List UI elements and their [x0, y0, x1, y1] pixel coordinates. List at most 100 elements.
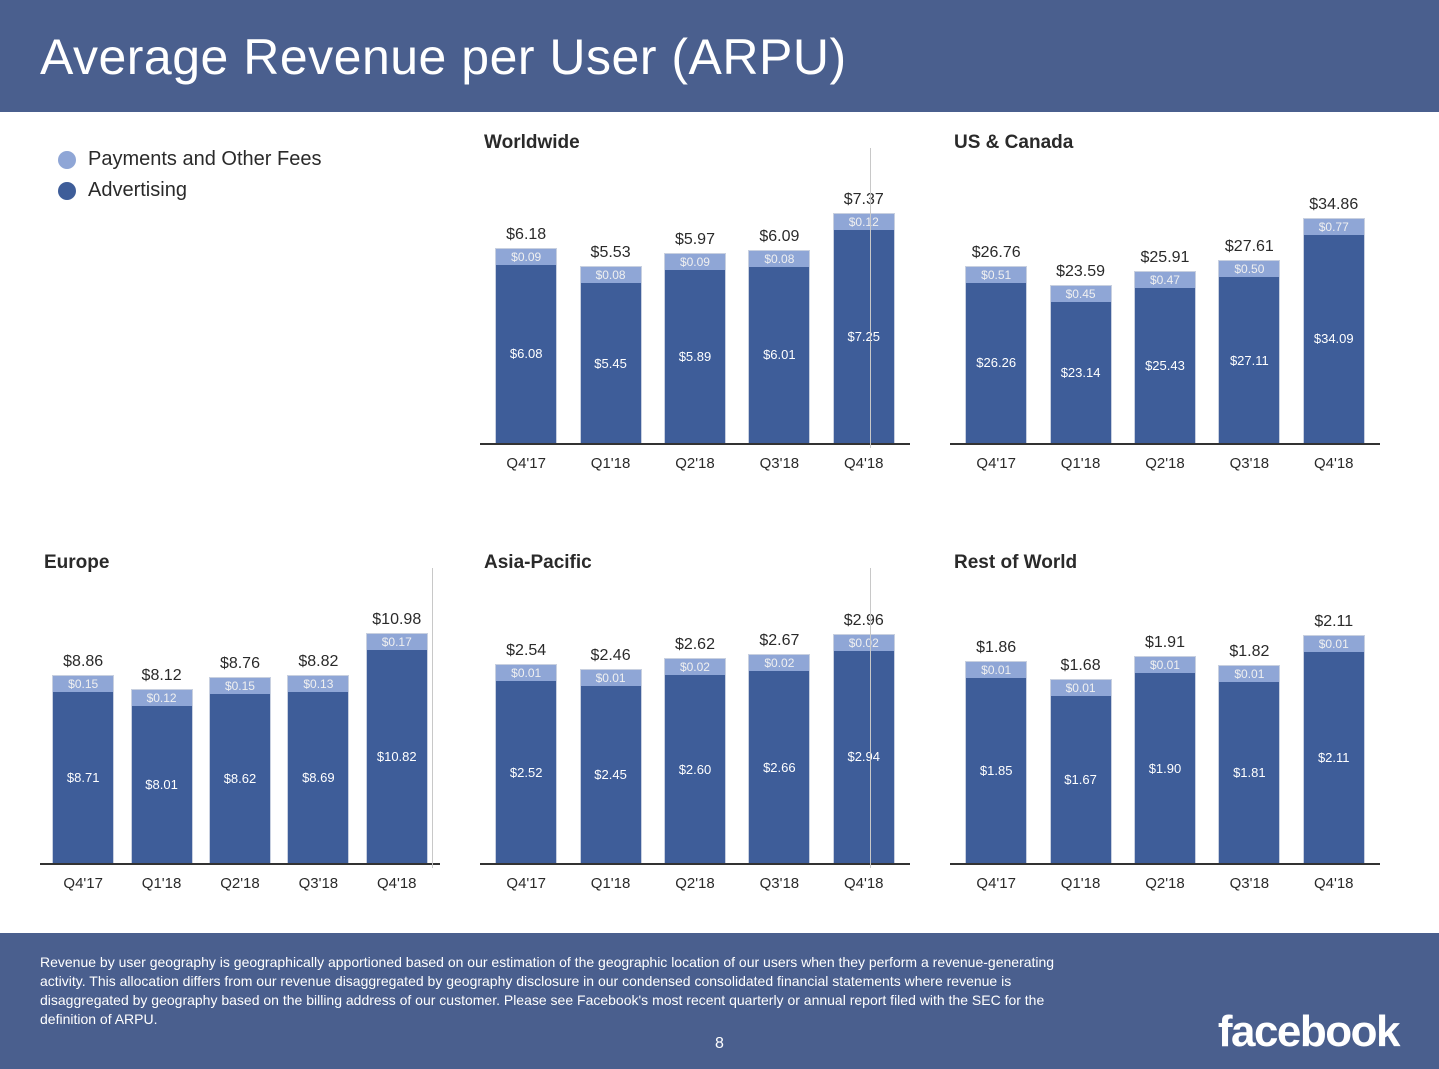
slide-content: Payments and Other FeesAdvertising World…: [0, 112, 1439, 882]
x-axis: Q4'17Q1'18Q2'18Q3'18Q4'18: [950, 445, 1380, 472]
x-axis-label: Q2'18: [1130, 455, 1200, 472]
bar-column: $26.76$26.26$0.51: [961, 244, 1031, 443]
bar-total-label: $8.82: [298, 653, 338, 671]
chart-europe: Europe$8.86$8.71$0.15$8.12$8.01$0.12$8.7…: [40, 552, 440, 892]
bar-column: $10.98$10.82$0.17: [362, 611, 432, 863]
chart-grid: Worldwide$6.18$6.08$0.09$5.53$5.45$0.08$…: [40, 132, 1380, 892]
bar-stack: $1.85$0.01: [965, 661, 1027, 863]
bar-total-label: $6.18: [506, 226, 546, 244]
segment-payments: $0.50: [1219, 261, 1279, 277]
bar-stack: $1.81$0.01: [1218, 665, 1280, 863]
bar-column: $2.46$2.45$0.01: [576, 647, 646, 863]
segment-advertising: $1.90: [1135, 673, 1195, 863]
segment-payments: $0.02: [834, 635, 894, 651]
bar-column: $5.97 $5.89$0.09: [660, 231, 730, 443]
segment-payments: $0.17: [367, 634, 427, 650]
bar-stack: $8.69$0.13: [287, 675, 349, 863]
bar-stack: $2.45$0.01: [580, 669, 642, 863]
x-axis-label: Q2'18: [660, 875, 730, 892]
x-axis: Q4'17Q1'18Q2'18Q3'18Q4'18: [950, 865, 1380, 892]
x-axis-label: Q4'17: [491, 875, 561, 892]
chart-title: Asia-Pacific: [484, 552, 910, 574]
bar-column: $8.86$8.71$0.15: [48, 653, 118, 863]
x-axis-label: Q3'18: [1214, 875, 1284, 892]
bar-total-label: $25.91: [1141, 249, 1190, 267]
bar-stack: $2.94$0.02: [833, 634, 895, 863]
bar-column: $6.09$6.01$0.08: [744, 228, 814, 443]
x-axis-label: Q1'18: [1046, 455, 1116, 472]
segment-advertising: $7.25: [834, 230, 894, 443]
bar-total-label: $10.98: [372, 611, 421, 629]
bar-total-label: $1.68: [1061, 657, 1101, 675]
bar-total-label: $1.91: [1145, 634, 1185, 652]
footnote-text: Revenue by user geography is geographica…: [40, 953, 1080, 1029]
segment-payments: $0.01: [496, 665, 556, 681]
segment-advertising: $2.60: [665, 675, 725, 863]
bar-column: $34.86$34.09$0.77: [1299, 196, 1369, 443]
bar-column: $27.61$27.11$0.50: [1214, 238, 1284, 443]
bar-column: $8.82 $8.69$0.13: [283, 653, 353, 863]
bar-stack: $2.66$0.02: [748, 654, 810, 863]
bar-stack: $2.52$0.01: [495, 664, 557, 863]
segment-advertising: $2.52: [496, 681, 556, 863]
x-axis-label: Q1'18: [576, 455, 646, 472]
bar-stack: $8.62$0.15: [209, 677, 271, 863]
segment-advertising: $8.69: [288, 692, 348, 863]
bar-stack: $1.67$0.01: [1050, 679, 1112, 863]
x-axis: Q4'17Q1'18Q2'18Q3'18Q4'18: [480, 445, 910, 472]
bar-total-label: $5.97: [675, 231, 715, 249]
x-axis-label: Q2'18: [660, 455, 730, 472]
bars-area: $26.76$26.26$0.51$23.59$23.14$0.45$25.91…: [950, 160, 1380, 445]
segment-advertising: $5.45: [581, 283, 641, 443]
x-axis-label: Q4'18: [1299, 455, 1369, 472]
segment-advertising: $5.89: [665, 270, 725, 443]
x-axis-label: Q4'17: [961, 455, 1031, 472]
segment-advertising: $1.81: [1219, 682, 1279, 863]
bar-column: $7.37$7.25$0.12: [829, 191, 899, 443]
segment-advertising: $23.14: [1051, 302, 1111, 443]
bar-stack: $5.45$0.08: [580, 266, 642, 443]
segment-payments: $0.01: [1135, 657, 1195, 673]
bar-column: $1.68 $1.67$0.01: [1046, 657, 1116, 863]
bar-stack: $2.11$0.01: [1303, 635, 1365, 863]
bar-column: $2.96$2.94$0.02: [829, 612, 899, 863]
segment-payments: $0.08: [581, 267, 641, 283]
segment-advertising: $6.01: [749, 267, 809, 443]
bar-column: $6.18$6.08$0.09: [491, 226, 561, 443]
bar-stack: $5.89$0.09: [664, 253, 726, 443]
page-number: 8: [40, 1035, 1399, 1053]
bar-column: $25.91$25.43$0.47: [1130, 249, 1200, 443]
bar-stack: $6.01$0.08: [748, 250, 810, 443]
segment-payments: $0.12: [834, 214, 894, 230]
x-axis-label: Q1'18: [576, 875, 646, 892]
segment-payments: $0.12: [132, 690, 192, 706]
segment-payments: $0.01: [581, 670, 641, 686]
chart-asia-pacific: Asia-Pacific$2.54$2.52$0.01$2.46$2.45$0.…: [480, 552, 910, 892]
bar-stack: $27.11$0.50: [1218, 260, 1280, 443]
bar-total-label: $8.76: [220, 655, 260, 673]
x-axis-label: Q2'18: [205, 875, 275, 892]
bar-column: $2.11$2.11$0.01: [1299, 613, 1369, 863]
bar-column: $2.67$2.66$0.02: [744, 632, 814, 863]
x-axis-label: Q4'17: [961, 875, 1031, 892]
segment-payments: $0.01: [1304, 636, 1364, 652]
x-axis-label: Q4'18: [1299, 875, 1369, 892]
bar-stack: $8.01$0.12: [131, 689, 193, 863]
segment-payments: $0.15: [210, 678, 270, 694]
bar-total-label: $1.82: [1229, 643, 1269, 661]
segment-payments: $0.15: [53, 676, 113, 692]
bar-stack: $1.90$0.01: [1134, 656, 1196, 863]
segment-advertising: $27.11: [1219, 277, 1279, 443]
segment-advertising: $2.11: [1304, 652, 1364, 863]
segment-advertising: $8.71: [53, 692, 113, 863]
bar-total-label: $26.76: [972, 244, 1021, 262]
bar-column: $1.82 $1.81$0.01: [1214, 643, 1284, 863]
bars-area: $6.18$6.08$0.09$5.53$5.45$0.08$5.97$5.89…: [480, 160, 910, 445]
bar-column: $1.91 $1.90$0.01: [1130, 634, 1200, 863]
segment-payments: $0.47: [1135, 272, 1195, 288]
bar-total-label: $2.54: [506, 642, 546, 660]
x-axis-label: Q3'18: [283, 875, 353, 892]
x-axis-label: Q3'18: [744, 455, 814, 472]
segment-payments: $0.13: [288, 676, 348, 692]
bar-total-label: $2.62: [675, 636, 715, 654]
